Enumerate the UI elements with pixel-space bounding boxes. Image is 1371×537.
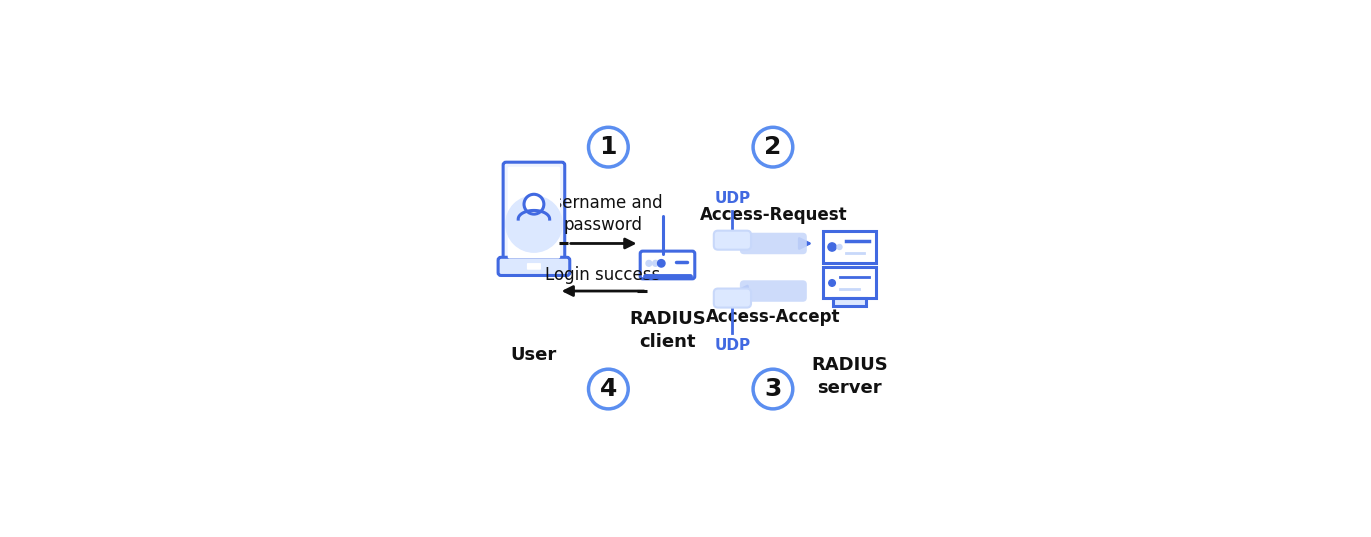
Text: RADIUS
client: RADIUS client: [629, 310, 706, 351]
Circle shape: [653, 260, 658, 266]
Circle shape: [646, 260, 651, 266]
FancyBboxPatch shape: [823, 267, 876, 299]
FancyBboxPatch shape: [740, 233, 808, 254]
Text: 1: 1: [599, 135, 617, 159]
Text: Access-Accept: Access-Accept: [706, 308, 840, 325]
Circle shape: [588, 127, 628, 167]
Text: 3: 3: [764, 377, 781, 401]
FancyBboxPatch shape: [503, 162, 565, 263]
Circle shape: [828, 280, 835, 286]
Circle shape: [828, 243, 836, 251]
FancyBboxPatch shape: [823, 231, 876, 263]
FancyBboxPatch shape: [640, 251, 695, 279]
Text: User: User: [511, 346, 557, 364]
Circle shape: [838, 244, 842, 250]
Circle shape: [506, 196, 562, 252]
Circle shape: [658, 259, 665, 267]
Circle shape: [524, 194, 544, 214]
FancyBboxPatch shape: [714, 288, 751, 308]
Text: 2: 2: [764, 135, 781, 159]
Text: 4: 4: [599, 377, 617, 401]
Text: UDP: UDP: [714, 338, 750, 353]
FancyBboxPatch shape: [507, 166, 561, 258]
FancyBboxPatch shape: [526, 263, 542, 270]
Text: username and
password: username and password: [543, 194, 662, 234]
FancyBboxPatch shape: [834, 299, 865, 306]
Text: Login success: Login success: [546, 266, 661, 284]
FancyBboxPatch shape: [498, 257, 570, 275]
Circle shape: [753, 369, 792, 409]
Circle shape: [588, 369, 628, 409]
Text: RADIUS
server: RADIUS server: [812, 356, 888, 397]
Circle shape: [753, 127, 792, 167]
Text: Access-Request: Access-Request: [699, 206, 847, 223]
Text: UDP: UDP: [714, 191, 750, 206]
FancyBboxPatch shape: [740, 280, 808, 302]
FancyBboxPatch shape: [714, 231, 751, 250]
